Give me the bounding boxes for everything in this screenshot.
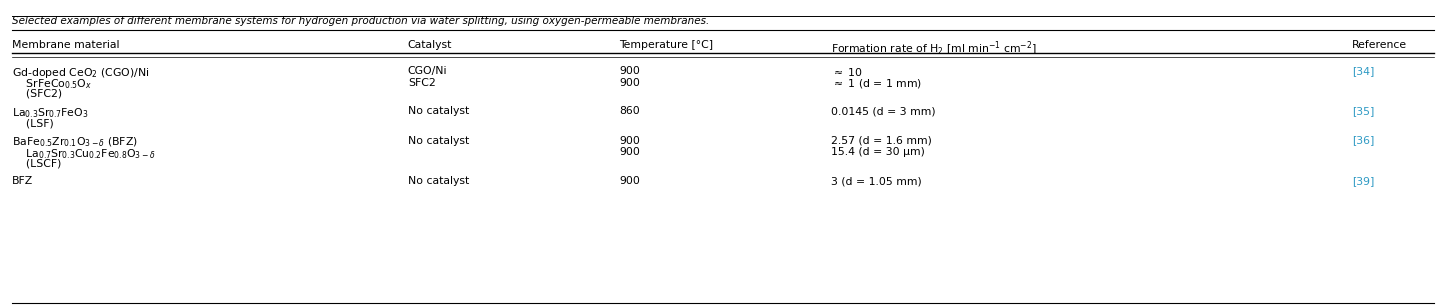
Text: 900: 900 xyxy=(619,147,639,157)
Text: Selected examples of different membrane systems for hydrogen production via wate: Selected examples of different membrane … xyxy=(12,16,709,26)
Text: (LSCF): (LSCF) xyxy=(12,159,61,168)
Text: 860: 860 xyxy=(619,107,639,116)
Text: No catalyst: No catalyst xyxy=(408,107,469,116)
Text: [34]: [34] xyxy=(1352,66,1374,76)
Text: La$_{0.3}$Sr$_{0.7}$FeO$_3$: La$_{0.3}$Sr$_{0.7}$FeO$_3$ xyxy=(12,107,88,120)
Text: [39]: [39] xyxy=(1352,176,1374,186)
Text: [35]: [35] xyxy=(1352,107,1374,116)
Text: 900: 900 xyxy=(619,66,639,76)
Text: [36]: [36] xyxy=(1352,136,1374,145)
Text: Gd-doped CeO$_2$ (CGO)/Ni: Gd-doped CeO$_2$ (CGO)/Ni xyxy=(12,66,149,80)
Text: Membrane material: Membrane material xyxy=(12,40,119,50)
Text: 900: 900 xyxy=(619,176,639,186)
Text: 900: 900 xyxy=(619,78,639,87)
Text: No catalyst: No catalyst xyxy=(408,176,469,186)
Text: 2.57 (d = 1.6 mm): 2.57 (d = 1.6 mm) xyxy=(831,136,933,145)
Text: Reference: Reference xyxy=(1352,40,1407,50)
Text: SrFeCo$_{0.5}$O$_x$: SrFeCo$_{0.5}$O$_x$ xyxy=(12,78,91,91)
Text: Formation rate of H$_2$ [ml min$^{-1}$ cm$^{-2}$]: Formation rate of H$_2$ [ml min$^{-1}$ c… xyxy=(831,40,1037,59)
Text: 0.0145 (d = 3 mm): 0.0145 (d = 3 mm) xyxy=(831,107,936,116)
Text: $\approx$ 1 (d = 1 mm): $\approx$ 1 (d = 1 mm) xyxy=(831,78,923,91)
Text: Temperature [°C]: Temperature [°C] xyxy=(619,40,713,50)
Text: BaFe$_{0.5}$Zr$_{0.1}$O$_{3-\delta}$ (BFZ): BaFe$_{0.5}$Zr$_{0.1}$O$_{3-\delta}$ (BF… xyxy=(12,136,137,149)
Text: La$_{0.7}$Sr$_{0.3}$Cu$_{0.2}$Fe$_{0.8}$O$_{3-\delta}$: La$_{0.7}$Sr$_{0.3}$Cu$_{0.2}$Fe$_{0.8}$… xyxy=(12,147,155,161)
Text: (LSF): (LSF) xyxy=(12,118,54,128)
Text: SFC2: SFC2 xyxy=(408,78,435,87)
Text: CGO/Ni: CGO/Ni xyxy=(408,66,447,76)
Text: 3 (d = 1.05 mm): 3 (d = 1.05 mm) xyxy=(831,176,923,186)
Text: $\approx$ 10: $\approx$ 10 xyxy=(831,66,863,78)
Text: No catalyst: No catalyst xyxy=(408,136,469,145)
Text: BFZ: BFZ xyxy=(12,176,33,186)
Text: (SFC2): (SFC2) xyxy=(12,89,62,99)
Text: 15.4 (d = 30 μm): 15.4 (d = 30 μm) xyxy=(831,147,925,157)
Text: Catalyst: Catalyst xyxy=(408,40,453,50)
Text: 900: 900 xyxy=(619,136,639,145)
